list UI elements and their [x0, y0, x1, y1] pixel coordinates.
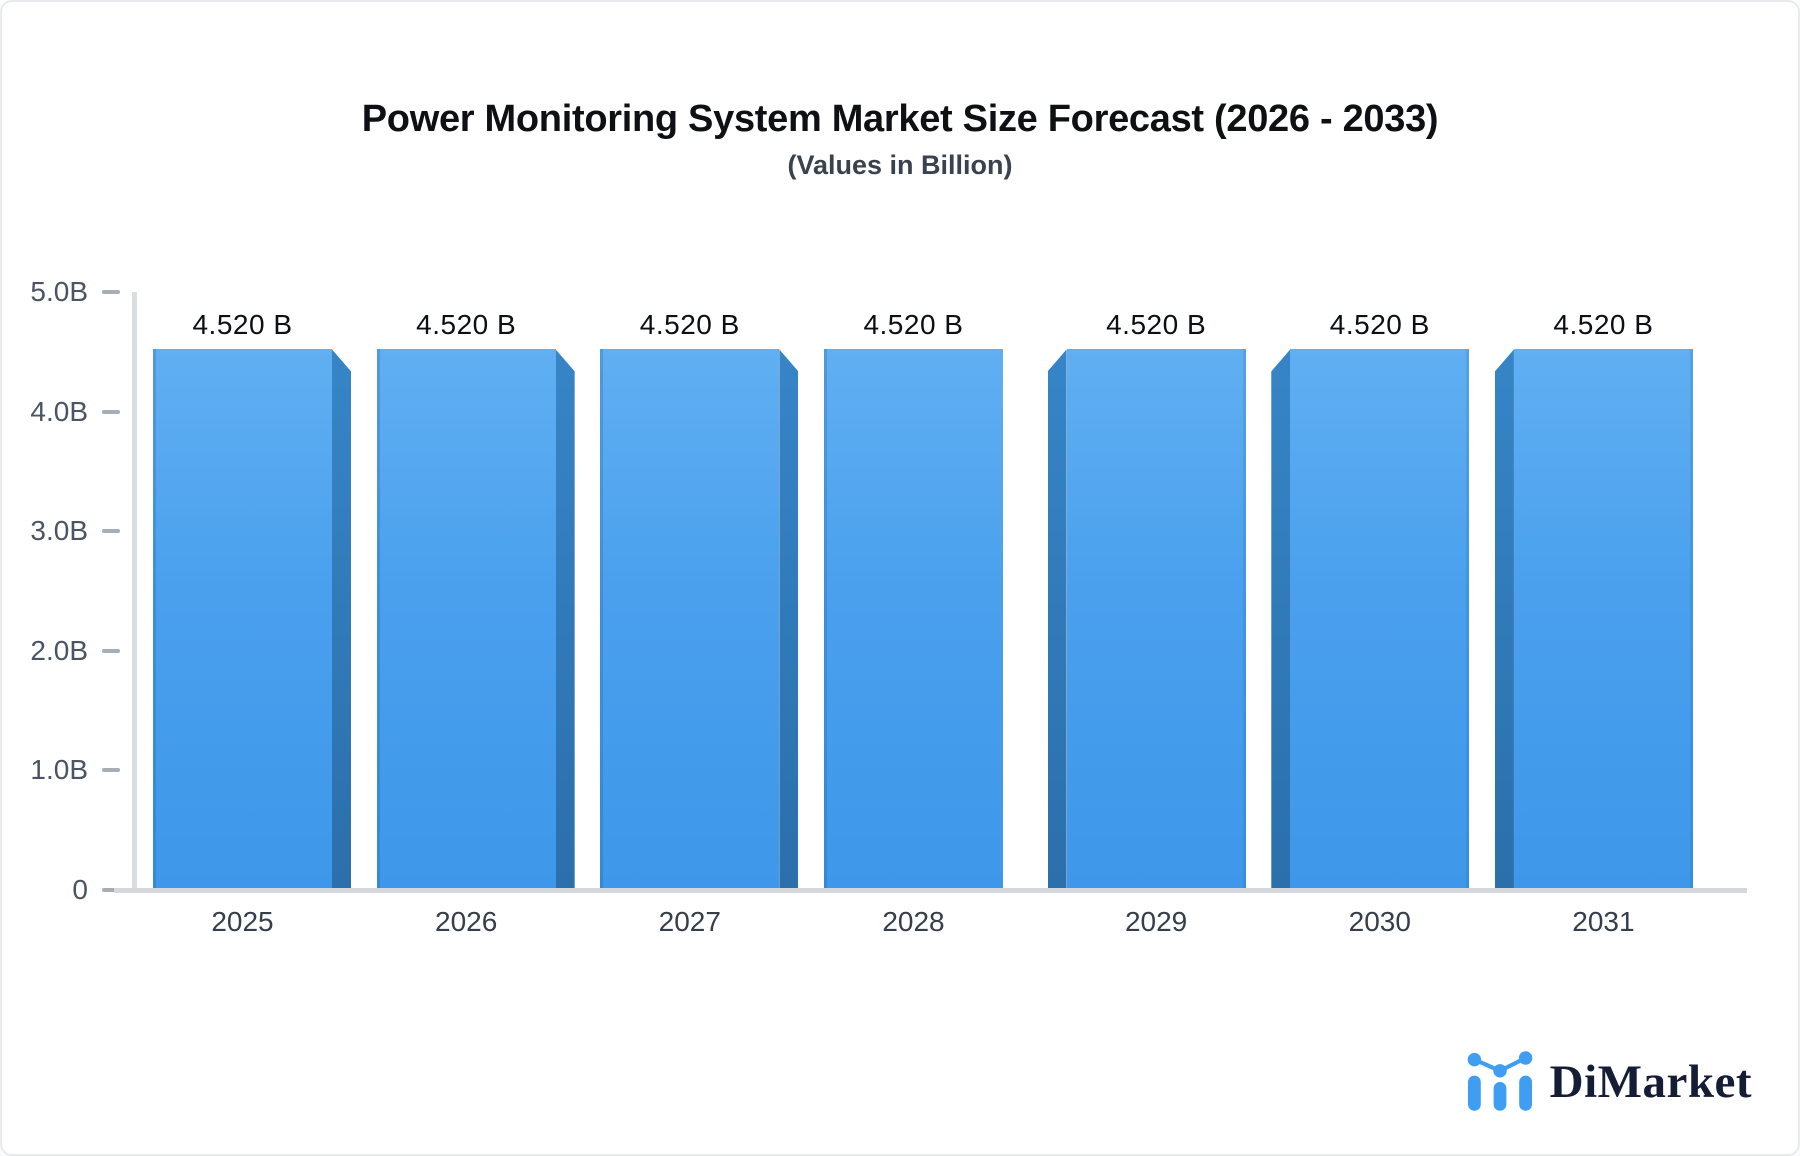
y-tick-mark — [102, 648, 120, 653]
bar-face — [1066, 349, 1246, 890]
bar-column: 4.520 B 2030 — [1271, 292, 1470, 937]
x-axis-label: 2031 — [1572, 906, 1635, 937]
x-axis-label: 2030 — [1348, 906, 1411, 937]
chart-title: Power Monitoring System Market Size Fore… — [361, 98, 1439, 140]
plot-area: 4.520 B 2025 4.520 B 2026 4.520 B 2027 4.520 B… — [153, 292, 1693, 937]
bar-3d — [1047, 349, 1246, 890]
bar-column: 4.520 B 2028 — [823, 292, 1022, 937]
y-tick-mark — [102, 409, 120, 414]
bar-face — [1513, 349, 1693, 890]
bar-value-label: 4.520 B — [1106, 309, 1207, 341]
y-axis: 5.0B 4.0B 3.0B 2.0B 1.0B 0 — [2, 276, 120, 905]
y-tick-label: 5.0B — [30, 276, 88, 307]
x-axis-label: 2028 — [882, 906, 945, 937]
y-tick-mark — [102, 529, 120, 534]
bar-column: 4.520 B 2026 — [376, 292, 575, 937]
bar-column: 4.520 B 2031 — [1494, 292, 1693, 937]
bar-side-face — [779, 349, 799, 890]
bar-3d — [600, 349, 799, 890]
bar-value-label: 4.520 B — [639, 309, 740, 341]
bar-column: 4.520 B 2027 — [600, 292, 799, 937]
bar-face — [376, 349, 556, 890]
bar-face — [600, 349, 780, 890]
y-tick-mark — [102, 888, 120, 892]
y-tick-mark — [102, 768, 120, 773]
chart-subtitle: (Values in Billion) — [787, 150, 1013, 180]
x-axis-label: 2029 — [1124, 906, 1188, 937]
y-tick-label: 4.0B — [30, 395, 88, 427]
bar-column: 4.520 B 2025 — [153, 292, 351, 937]
bar-face — [823, 349, 1003, 890]
bar-column: 4.520 B 2029 — [1047, 292, 1246, 937]
bar-value-label: 4.520 B — [863, 309, 964, 341]
bar-value-label: 4.520 B — [416, 309, 517, 341]
bar-side-face — [332, 349, 351, 890]
bar-3d — [1271, 349, 1470, 890]
bar-value-label: 4.520 B — [192, 309, 293, 341]
bar-3d — [1494, 349, 1693, 890]
bar-side-face — [1047, 349, 1067, 890]
y-tick-label: 3.0B — [30, 515, 88, 547]
bar-side-face — [555, 349, 575, 890]
y-tick-mark — [102, 290, 120, 294]
y-tick-label: 0 — [72, 874, 88, 905]
bar-side-face — [1494, 349, 1514, 890]
brand-logo: DiMarket — [1464, 1050, 1752, 1114]
bar-face — [153, 349, 332, 890]
y-axis-line — [132, 292, 137, 890]
bar-value-label: 4.520 B — [1553, 309, 1654, 341]
x-baseline — [114, 888, 1747, 893]
bar-chart-trend-logo-icon — [1467, 1051, 1532, 1111]
y-tick-label: 2.0B — [30, 634, 88, 666]
brand-logo-text: DiMarket — [1549, 1056, 1752, 1108]
bar-3d — [153, 349, 351, 890]
x-axis-label: 2025 — [211, 906, 274, 937]
bar-3d — [823, 349, 1022, 890]
bar-value-label: 4.520 B — [1329, 309, 1430, 341]
bar-side-face — [1271, 349, 1291, 890]
x-axis-label: 2027 — [658, 906, 721, 937]
bar-3d — [376, 349, 575, 890]
y-tick-label: 1.0B — [30, 754, 88, 786]
bar-face — [1290, 349, 1470, 890]
x-axis-label: 2026 — [435, 906, 498, 937]
